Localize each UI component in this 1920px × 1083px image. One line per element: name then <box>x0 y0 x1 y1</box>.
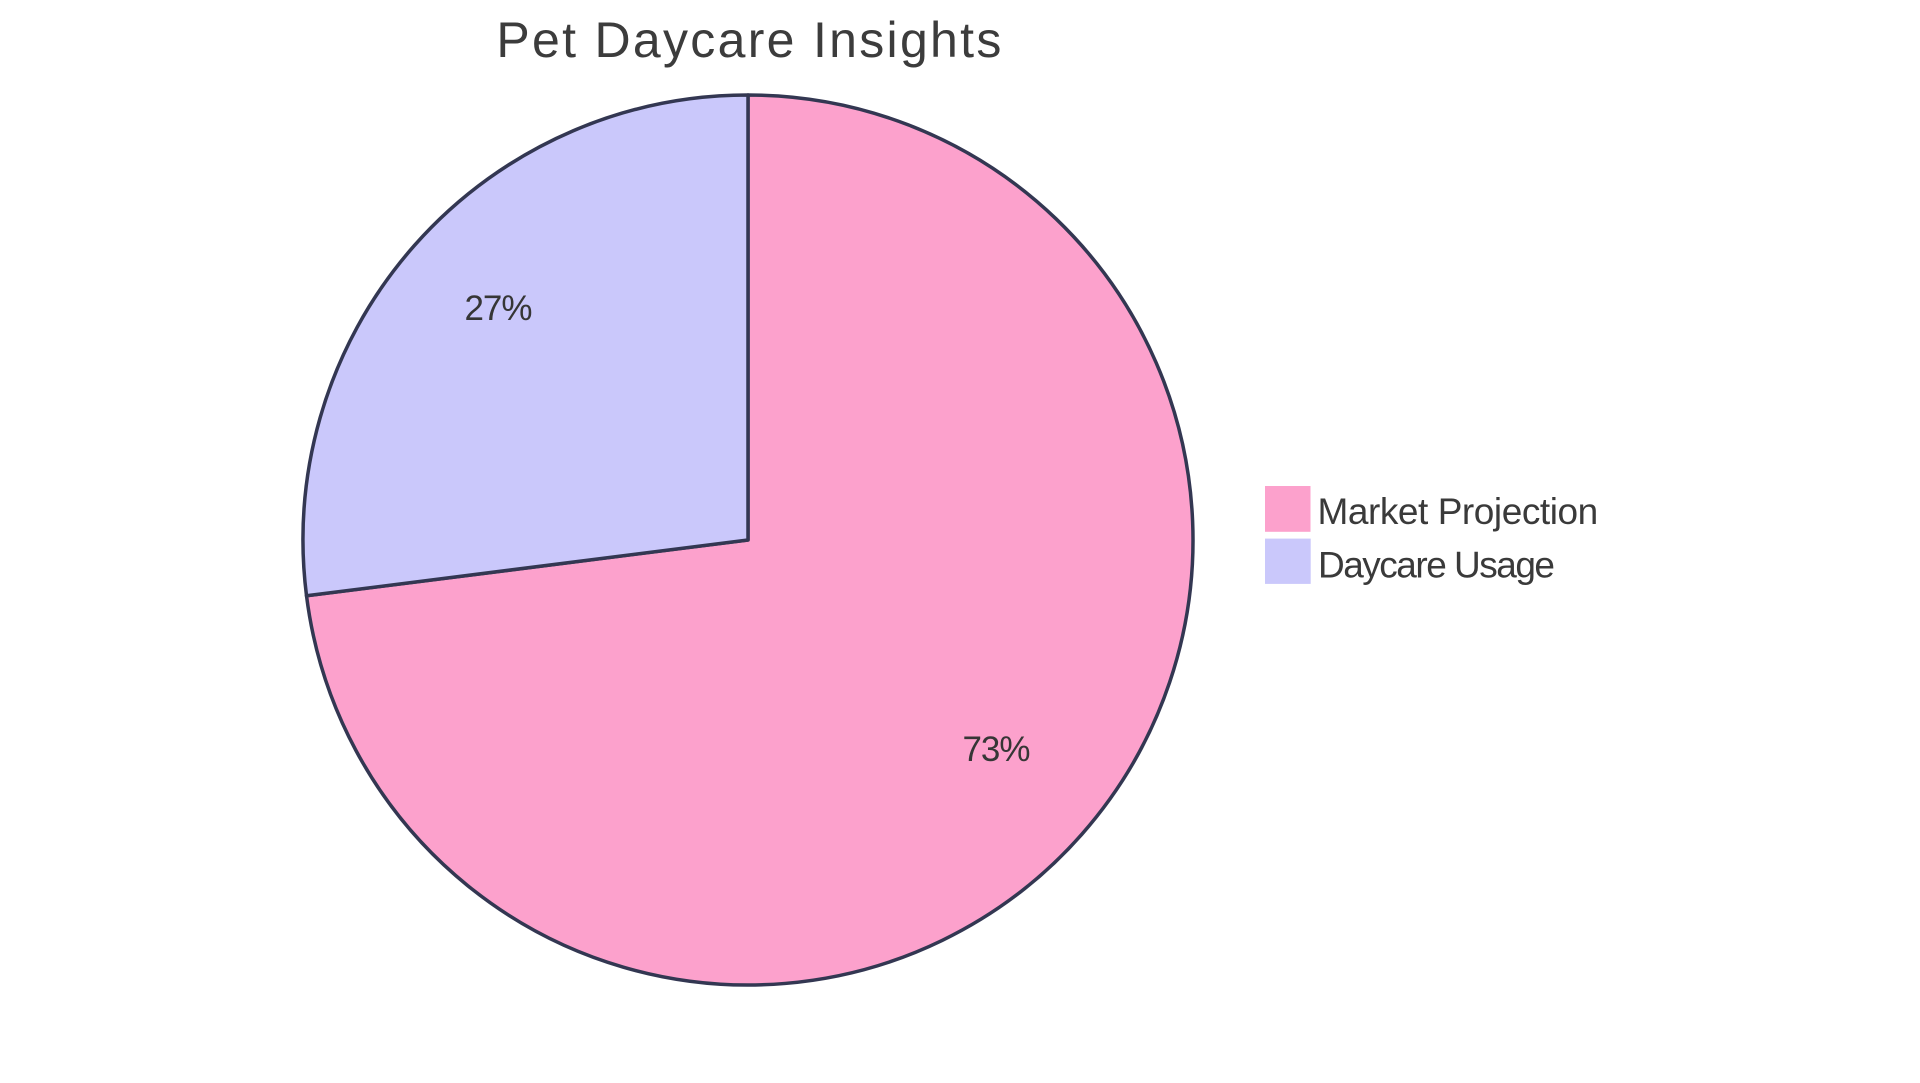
svg-text:27%: 27% <box>464 289 531 328</box>
svg-text:Market Projection: Market Projection <box>1318 491 1598 532</box>
svg-text:Daycare Usage: Daycare Usage <box>1318 545 1554 586</box>
svg-text:Pet Daycare Insights: Pet Daycare Insights <box>496 12 1003 68</box>
svg-text:73%: 73% <box>962 730 1029 769</box>
